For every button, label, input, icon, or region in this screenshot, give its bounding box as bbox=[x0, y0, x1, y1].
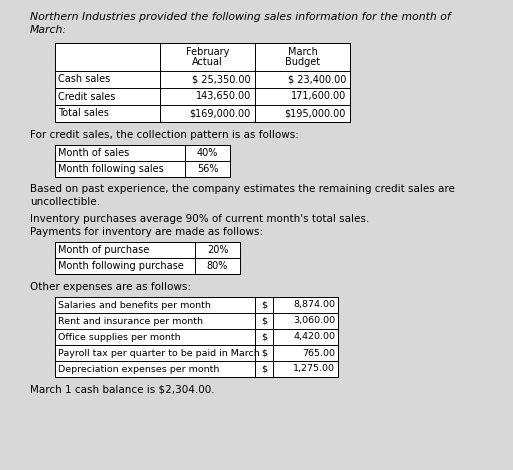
Text: Actual: Actual bbox=[192, 57, 223, 67]
Text: $: $ bbox=[261, 300, 267, 310]
Text: uncollectible.: uncollectible. bbox=[30, 197, 100, 207]
Text: Budget: Budget bbox=[285, 57, 320, 67]
Text: March:: March: bbox=[30, 25, 67, 35]
Text: 56%: 56% bbox=[197, 164, 218, 174]
Text: March: March bbox=[288, 47, 318, 57]
Text: $: $ bbox=[261, 348, 267, 358]
Text: $: $ bbox=[261, 332, 267, 342]
Text: 40%: 40% bbox=[197, 148, 218, 158]
Text: Other expenses are as follows:: Other expenses are as follows: bbox=[30, 282, 191, 292]
Text: $: $ bbox=[261, 316, 267, 326]
Text: Based on past experience, the company estimates the remaining credit sales are: Based on past experience, the company es… bbox=[30, 184, 455, 194]
Text: Month of sales: Month of sales bbox=[58, 148, 129, 158]
Bar bbox=[55, 145, 230, 177]
Bar bbox=[55, 242, 240, 274]
Text: 765.00: 765.00 bbox=[302, 348, 335, 358]
Text: Credit sales: Credit sales bbox=[58, 92, 115, 102]
Text: 143,650.00: 143,650.00 bbox=[196, 92, 251, 102]
Bar bbox=[55, 43, 350, 122]
Text: Cash sales: Cash sales bbox=[58, 75, 110, 85]
Bar bbox=[55, 297, 338, 377]
Text: Salaries and benefits per month: Salaries and benefits per month bbox=[58, 300, 211, 310]
Text: March 1 cash balance is $2,304.00.: March 1 cash balance is $2,304.00. bbox=[30, 385, 214, 395]
Text: Month following purchase: Month following purchase bbox=[58, 261, 184, 271]
Text: $ 23,400.00: $ 23,400.00 bbox=[288, 75, 346, 85]
Text: 3,060.00: 3,060.00 bbox=[293, 316, 335, 326]
Text: Rent and insurance per month: Rent and insurance per month bbox=[58, 316, 203, 326]
Text: Northern Industries provided the following sales information for the month of: Northern Industries provided the followi… bbox=[30, 12, 451, 22]
Text: 80%: 80% bbox=[207, 261, 228, 271]
Text: $ 25,350.00: $ 25,350.00 bbox=[192, 75, 251, 85]
Text: Total sales: Total sales bbox=[58, 109, 109, 118]
Text: 4,420.00: 4,420.00 bbox=[293, 332, 335, 342]
Text: February: February bbox=[186, 47, 229, 57]
Text: $: $ bbox=[261, 365, 267, 374]
Text: Depreciation expenses per month: Depreciation expenses per month bbox=[58, 365, 220, 374]
Text: Month following sales: Month following sales bbox=[58, 164, 164, 174]
Text: 1,275.00: 1,275.00 bbox=[293, 365, 335, 374]
Text: Payroll tax per quarter to be paid in March: Payroll tax per quarter to be paid in Ma… bbox=[58, 348, 260, 358]
Text: 8,874.00: 8,874.00 bbox=[293, 300, 335, 310]
Text: Month of purchase: Month of purchase bbox=[58, 245, 149, 255]
Text: $169,000.00: $169,000.00 bbox=[190, 109, 251, 118]
Text: Payments for inventory are made as follows:: Payments for inventory are made as follo… bbox=[30, 227, 263, 237]
Text: Office supplies per month: Office supplies per month bbox=[58, 332, 181, 342]
Text: $195,000.00: $195,000.00 bbox=[285, 109, 346, 118]
Text: Inventory purchases average 90% of current month's total sales.: Inventory purchases average 90% of curre… bbox=[30, 214, 369, 224]
Text: For credit sales, the collection pattern is as follows:: For credit sales, the collection pattern… bbox=[30, 130, 299, 140]
Text: 20%: 20% bbox=[207, 245, 228, 255]
Text: 171,600.00: 171,600.00 bbox=[291, 92, 346, 102]
